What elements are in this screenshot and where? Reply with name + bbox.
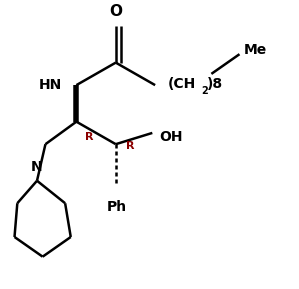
Text: HN: HN (39, 78, 62, 92)
Text: Me: Me (244, 43, 267, 57)
Text: Ph: Ph (107, 201, 127, 214)
Text: (CH: (CH (168, 77, 196, 91)
Text: R: R (85, 131, 93, 142)
Text: 2: 2 (202, 86, 208, 96)
Text: OH: OH (159, 130, 183, 144)
Text: R: R (126, 140, 134, 151)
Text: N: N (31, 160, 43, 174)
Text: O: O (109, 4, 122, 19)
Text: )8: )8 (207, 77, 223, 91)
